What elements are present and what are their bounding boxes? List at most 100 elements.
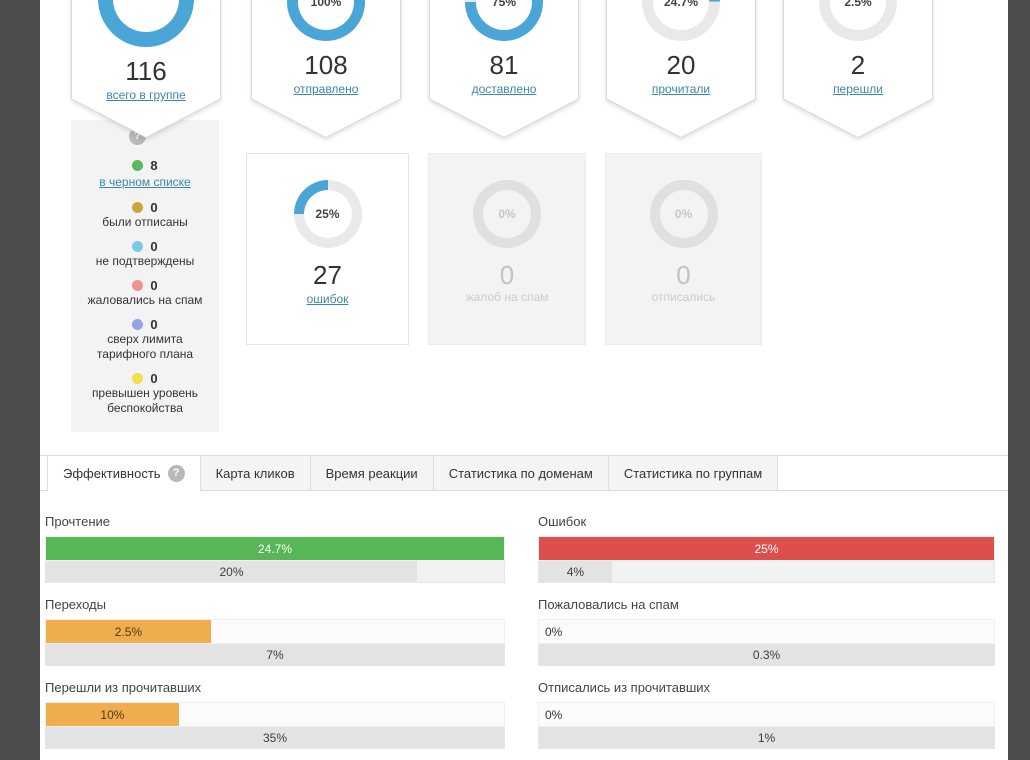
stat-badge-read: 24.7% 20 прочитали [606, 0, 756, 138]
tabs-bar: Эффективность ? Карта кликов Время реакц… [47, 455, 779, 491]
legend-item-anxiety-level: 0 превышен уровень беспокойства [71, 371, 219, 416]
help-icon[interactable]: ? [167, 465, 185, 482]
bar-value: 24.7% [257, 541, 293, 556]
stat-group-spam-rate: Пожаловались на спам 0% 0.3% [538, 597, 995, 666]
legend-count: 0 [150, 317, 158, 332]
legend-item-unconfirmed: 0 не подтверждены [71, 239, 219, 269]
legend-label: не подтверждены [95, 254, 195, 268]
anxiety-dot-icon [132, 373, 144, 384]
click-to-open-benchmark-bar: 35% [45, 727, 505, 749]
stat-group-unsub-rate: Отписались из прочитавших 0% 1% [538, 680, 995, 749]
legend-item-spam-complaints: 0 жаловались на спам [71, 278, 219, 308]
unsub-rate-benchmark-bar: 1% [538, 727, 995, 749]
tab-click-map[interactable]: Карта кликов [199, 455, 311, 491]
bar-value: 7% [266, 647, 284, 662]
bar-value: 35% [262, 730, 288, 745]
card-link-errors[interactable]: ошибок [306, 292, 349, 306]
legend-item-unsubscribed: 0 были отписаны [71, 200, 219, 230]
stat-badge-total: 116 всего в группе [71, 0, 221, 138]
badge-count: 81 [489, 50, 519, 80]
blacklist-dot-icon [132, 160, 144, 171]
unconfirmed-dot-icon [132, 241, 144, 252]
effectiveness-panel: Прочтение 24.7% 20% Переходы 2.5% [40, 491, 1008, 760]
spam-dot-icon [132, 280, 144, 291]
tab-group-stats[interactable]: Статистика по группам [607, 455, 779, 491]
badge-link-delivered[interactable]: доставлено [471, 82, 537, 96]
badge-shape: 75% 81 доставлено [429, 0, 579, 138]
group-title: Прочтение [45, 514, 110, 529]
donut-chart-delivered: 75% [465, 0, 543, 41]
card-label-spam: жалоб на спам [465, 290, 549, 304]
bar-value: 0% [545, 624, 563, 639]
badge-link-read[interactable]: прочитали [651, 82, 711, 96]
donut-percent: 0% [498, 207, 516, 221]
donut-percent: 100% [310, 0, 342, 9]
click-to-open-bar: 10% [45, 702, 505, 727]
group-title: Перешли из прочитавших [45, 680, 202, 695]
legend-count: 0 [150, 239, 158, 254]
badge-shape: 116 всего в группе [71, 0, 221, 138]
tab-domain-stats[interactable]: Статистика по доменам [432, 455, 609, 491]
click-rate-benchmark-bar: 7% [45, 644, 505, 666]
bar-value: 1% [757, 730, 776, 745]
card-label-unsubscribed: отписались [651, 290, 716, 304]
badge-shape: 100% 108 отправлено [251, 0, 401, 138]
badge-link-clicked[interactable]: перешли [833, 82, 883, 96]
bar-value: 20% [219, 564, 244, 579]
spam-rate-benchmark-bar: 0.3% [538, 644, 995, 666]
errors-benchmark-bar: 4% [538, 561, 995, 583]
card-spam-complaints: 0% 0 жалоб на спам [428, 153, 586, 345]
read-rate-benchmark-bar: 20% [45, 561, 505, 583]
group-title: Отписались из прочитавших [538, 680, 711, 695]
badge-count: 116 [125, 56, 167, 86]
card-count: 0 [676, 260, 691, 290]
stat-badge-clicked: 2.5% 2 перешли [783, 0, 933, 138]
group-title: Пожаловались на спам [538, 597, 679, 612]
right-gutter [1008, 0, 1030, 760]
donut-chart-errors: 25% [293, 180, 362, 248]
group-title: Ошибок [538, 514, 587, 529]
card-count: 0 [499, 260, 515, 290]
tab-reaction-time[interactable]: Время реакции [309, 455, 434, 491]
tab-label: Статистика по доменам [448, 465, 593, 481]
badge-shape: 24.7% 20 прочитали [606, 0, 756, 138]
bar-value: 2.5% [114, 624, 143, 639]
bar-value: 4% [566, 564, 585, 579]
stat-badge-delivered: 75% 81 доставлено [429, 0, 579, 138]
donut-percent: 0% [674, 207, 693, 221]
legend-label: были отписаны [102, 215, 188, 229]
over-limit-dot-icon [132, 319, 144, 330]
donut-percent: 25% [315, 207, 340, 221]
donut-chart-read: 24.7% [642, 0, 720, 41]
donut-percent: 2.5% [844, 0, 872, 9]
badge-link-sent[interactable]: отправлено [293, 82, 359, 96]
tab-label: Карта кликов [215, 465, 295, 481]
stat-group-click-to-open: Перешли из прочитавших 10% 35% [45, 680, 505, 749]
bar-value: 10% [100, 707, 125, 722]
card-errors: 25% 27 ошибок [246, 153, 409, 345]
card-count: 27 [313, 260, 342, 290]
click-rate-bar: 2.5% [45, 619, 505, 644]
legend-count: 0 [150, 371, 158, 386]
legend-item-over-limit: 0 сверх лимита тарифного плана [71, 317, 219, 362]
donut-chart-sent: 100% [287, 0, 365, 41]
tab-effectiveness[interactable]: Эффективность ? [47, 455, 201, 491]
unsubscribed-dot-icon [132, 202, 144, 213]
legend-count: 0 [150, 278, 158, 293]
stat-group-click-rate: Переходы 2.5% 7% [45, 597, 505, 666]
read-rate-bar: 24.7% [45, 536, 505, 561]
stat-group-read-rate: Прочтение 24.7% 20% [45, 514, 505, 583]
left-gutter [0, 0, 40, 760]
bar-value: 0.3% [752, 647, 781, 662]
group-title: Переходы [45, 597, 106, 612]
donut-chart-clicked: 2.5% [819, 0, 897, 41]
badge-link-total[interactable]: всего в группе [106, 88, 186, 102]
tab-label: Время реакции [325, 465, 418, 481]
tab-label: Статистика по группам [623, 465, 763, 481]
legend-panel: ? 8 в черном списке 0 были отписаны 0 не… [71, 120, 219, 432]
badge-count: 2 [850, 50, 866, 80]
legend-link-blacklist[interactable]: в черном списке [99, 175, 191, 189]
donut-percent: 75% [491, 0, 517, 9]
legend-label: сверх лимита тарифного плана [96, 332, 194, 361]
donut-chart-total [98, 0, 194, 47]
